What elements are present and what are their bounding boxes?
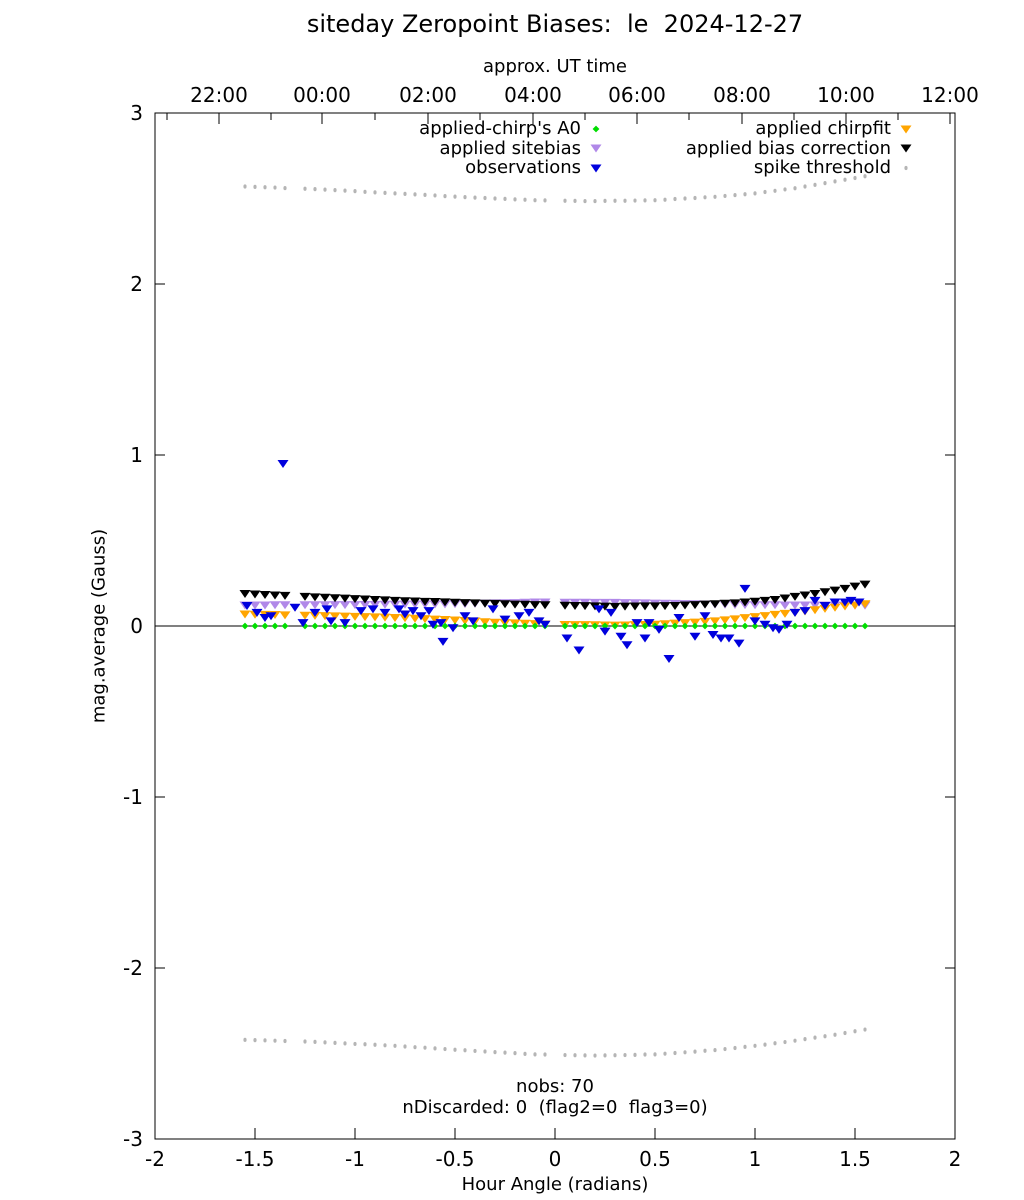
top-axis-label: approx. UT time xyxy=(483,56,627,77)
chirpfit-marker-icon xyxy=(900,125,912,134)
legend-item-a0: applied-chirp's A0 xyxy=(155,119,604,139)
svg-text:1: 1 xyxy=(749,1147,762,1171)
svg-text:02:00: 02:00 xyxy=(399,83,457,107)
sitebias-marker-icon xyxy=(590,144,602,153)
legend-right-column: applied chirpfit applied bias correction… xyxy=(465,119,914,178)
svg-text:10:00: 10:00 xyxy=(817,83,875,107)
svg-text:-1: -1 xyxy=(345,1147,365,1171)
legend-item-bias-correction: applied bias correction xyxy=(465,139,914,159)
series-observations xyxy=(241,460,865,663)
svg-text:2: 2 xyxy=(130,272,143,296)
svg-text:12:00: 12:00 xyxy=(921,83,979,107)
legend-label-chirpfit: applied chirpfit xyxy=(755,118,891,140)
svg-text:22:00: 22:00 xyxy=(190,83,248,107)
svg-text:-0.5: -0.5 xyxy=(435,1147,474,1171)
legend-item-chirpfit: applied chirpfit xyxy=(465,119,914,139)
series-spike_threshold_lower xyxy=(243,1027,867,1058)
x-axis-label: Hour Angle (radians) xyxy=(461,1174,649,1195)
legend-left-column: applied-chirp's A0 applied sitebias obse… xyxy=(155,119,604,178)
svg-text:2: 2 xyxy=(949,1147,962,1171)
series-a0 xyxy=(241,622,869,630)
legend-label-sitebias: applied sitebias xyxy=(439,137,581,159)
legend-item-observations: observations xyxy=(155,158,604,178)
svg-text:08:00: 08:00 xyxy=(713,83,771,107)
legend-label-observations: observations xyxy=(465,157,581,179)
legend-label-spike-threshold: spike threshold xyxy=(753,157,891,179)
svg-text:-1.5: -1.5 xyxy=(235,1147,274,1171)
series-spike_threshold_upper xyxy=(243,174,867,204)
svg-text:-2: -2 xyxy=(145,1147,165,1171)
svg-text:0: 0 xyxy=(549,1147,562,1171)
svg-text:-1: -1 xyxy=(123,785,143,809)
series-bias_correction xyxy=(239,580,871,611)
svg-text:-3: -3 xyxy=(123,1127,143,1151)
svg-text:3: 3 xyxy=(130,101,143,125)
a0-marker-icon xyxy=(592,125,600,133)
observations-marker-icon xyxy=(590,164,602,173)
chart-title: siteday Zeropoint Biases: le 2024-12-27 xyxy=(306,10,804,38)
svg-text:1: 1 xyxy=(130,443,143,467)
ndiscarded-annotation: nDiscarded: 0 (flag2=0 flag3=0) xyxy=(402,1097,708,1118)
svg-text:06:00: 06:00 xyxy=(608,83,666,107)
legend-item-sitebias: applied sitebias xyxy=(155,139,604,159)
svg-text:-2: -2 xyxy=(123,956,143,980)
svg-text:0.5: 0.5 xyxy=(639,1147,671,1171)
spike-threshold-marker-icon xyxy=(904,165,908,170)
svg-text:1.5: 1.5 xyxy=(839,1147,871,1171)
legend-item-spike-threshold: spike threshold xyxy=(465,158,914,178)
svg-text:00:00: 00:00 xyxy=(293,83,351,107)
svg-text:0: 0 xyxy=(130,614,143,638)
nobs-annotation: nobs: 70 xyxy=(516,1076,594,1097)
svg-text:04:00: 04:00 xyxy=(504,83,562,107)
legend-label-a0: applied-chirp's A0 xyxy=(419,118,581,140)
legend-label-bias-correction: applied bias correction xyxy=(685,137,891,159)
bias-correction-marker-icon xyxy=(900,144,912,153)
